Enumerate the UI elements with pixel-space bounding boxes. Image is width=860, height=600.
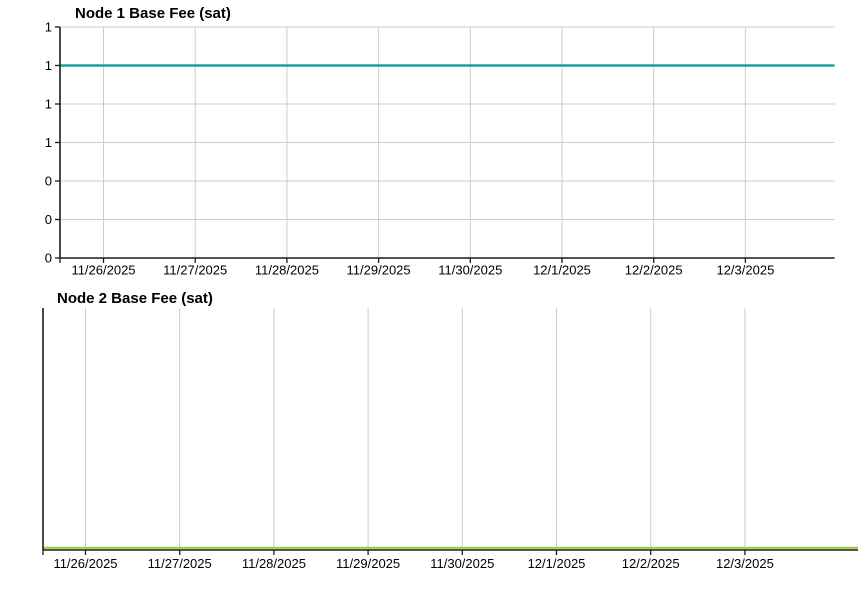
x-tick-label: 12/2/2025: [622, 556, 680, 571]
x-tick-label: 12/2/2025: [625, 263, 683, 278]
x-tick-label: 11/30/2025: [430, 556, 494, 571]
y-tick-label: 0: [45, 174, 52, 189]
node2-chart-plot: 11/26/2025 11/27/2025 11/28/2025 11/29/2025…: [42, 308, 858, 571]
x-tick-label: 11/29/2025: [347, 263, 411, 278]
x-tick-label: 12/3/2025: [716, 263, 774, 278]
x-tick-label: 11/26/2025: [71, 263, 135, 278]
x-tick-label: 11/28/2025: [255, 263, 319, 278]
x-tick-label: 12/1/2025: [533, 263, 591, 278]
x-tick-label: 11/30/2025: [438, 263, 502, 278]
x-tick-label: 11/27/2025: [148, 556, 212, 571]
node1-base-fee-chart: 1 1 1 1 0 0 0 11/26/2025 11/27/2025 11/28/2025 11/…: [0, 0, 860, 285]
y-tick-label: 1: [45, 97, 52, 112]
x-tick-label: 12/3/2025: [716, 556, 774, 571]
y-tick-label: 0: [45, 251, 52, 266]
y-tick-label: 1: [45, 135, 52, 150]
node1-chart-plot: 1 1 1 1 0 0 0 11/26/2025 11/27/2025 11/28/2025 11/…: [45, 20, 835, 278]
y-tick-label: 1: [45, 20, 52, 35]
node2-base-fee-chart: 11/26/2025 11/27/2025 11/28/2025 11/29/2025…: [0, 285, 860, 600]
node2-chart-title: Node 2 Base Fee (sat): [57, 290, 213, 307]
x-tick-label: 11/27/2025: [163, 263, 227, 278]
x-tick-label: 12/1/2025: [528, 556, 586, 571]
x-tick-label: 11/29/2025: [336, 556, 400, 571]
y-tick-label: 0: [45, 212, 52, 227]
node1-chart-title: Node 1 Base Fee (sat): [75, 5, 231, 22]
x-tick-label: 11/28/2025: [242, 556, 306, 571]
y-tick-label: 1: [45, 58, 52, 73]
x-tick-label: 11/26/2025: [53, 556, 117, 571]
